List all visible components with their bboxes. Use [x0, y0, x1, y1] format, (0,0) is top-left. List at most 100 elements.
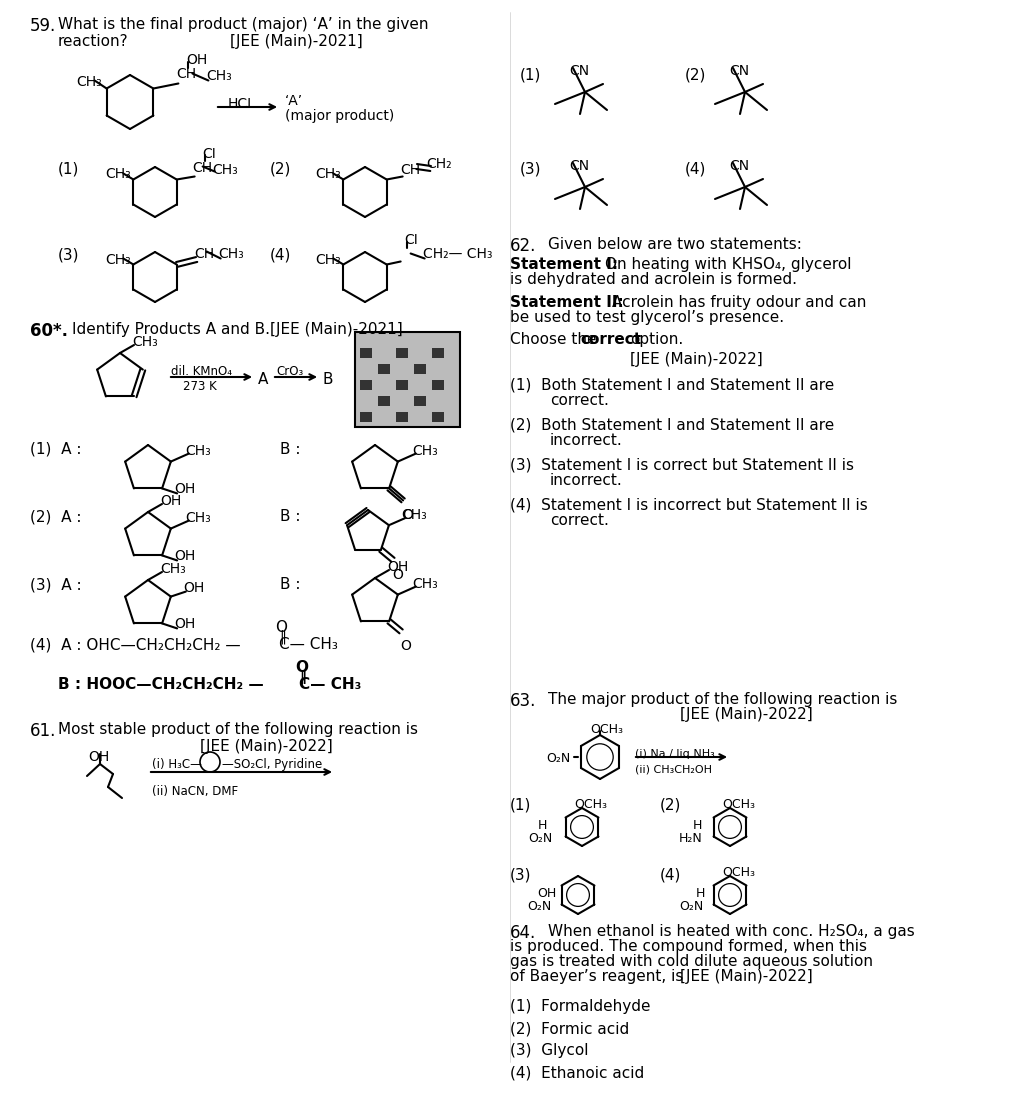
- Text: OH: OH: [186, 53, 208, 68]
- Text: (1)  A :: (1) A :: [30, 441, 82, 457]
- Text: OH: OH: [183, 580, 204, 595]
- Text: [JEE (Main)-2022]: [JEE (Main)-2022]: [200, 739, 333, 754]
- Text: (3): (3): [510, 867, 531, 882]
- Text: OH: OH: [174, 617, 196, 632]
- Text: (4)  A : OHC—CH₂CH₂CH₂ —: (4) A : OHC—CH₂CH₂CH₂ —: [30, 637, 241, 652]
- Text: gas is treated with cold dilute aqueous solution: gas is treated with cold dilute aqueous …: [510, 954, 873, 969]
- Text: When ethanol is heated with conc. H₂SO₄, a gas: When ethanol is heated with conc. H₂SO₄,…: [548, 924, 914, 939]
- Text: CH₃: CH₃: [213, 162, 239, 177]
- Text: CH₃: CH₃: [412, 577, 437, 590]
- Text: Identify Products A and B.: Identify Products A and B.: [72, 322, 270, 337]
- Text: O: O: [275, 620, 287, 635]
- Text: O: O: [402, 508, 413, 523]
- Text: 64.: 64.: [510, 924, 537, 942]
- Text: 61.: 61.: [30, 722, 56, 739]
- Text: (1): (1): [520, 67, 542, 82]
- Text: dil. KMnO₄: dil. KMnO₄: [171, 365, 232, 378]
- Text: B :: B :: [280, 441, 300, 457]
- Text: O₂N: O₂N: [679, 900, 703, 913]
- Bar: [396, 413, 408, 421]
- Text: be used to test glycerol’s presence.: be used to test glycerol’s presence.: [510, 310, 784, 325]
- Text: OH: OH: [387, 560, 409, 574]
- Text: CH₃: CH₃: [77, 75, 102, 89]
- Text: (3)  Statement I is correct but Statement II is: (3) Statement I is correct but Statement…: [510, 457, 854, 471]
- Text: (4)  Statement I is incorrect but Statement II is: (4) Statement I is incorrect but Stateme…: [510, 497, 867, 512]
- Text: (i) H₃C—: (i) H₃C—: [152, 758, 202, 771]
- Text: —SO₂Cl, Pyridine: —SO₂Cl, Pyridine: [222, 758, 323, 771]
- Text: (2)  Both Statement I and Statement II are: (2) Both Statement I and Statement II ar…: [510, 417, 835, 431]
- Text: 59.: 59.: [30, 17, 56, 34]
- Text: OCH₃: OCH₃: [722, 798, 755, 811]
- Text: OH: OH: [160, 494, 181, 508]
- Text: The major product of the following reaction is: The major product of the following react…: [548, 692, 897, 707]
- Text: O: O: [295, 661, 308, 675]
- Text: CrO₃: CrO₃: [276, 365, 303, 378]
- Text: B: B: [323, 373, 334, 387]
- Bar: [396, 380, 408, 390]
- Text: B :: B :: [280, 577, 300, 592]
- Bar: [360, 380, 372, 390]
- Bar: [360, 348, 372, 358]
- Text: OH: OH: [174, 483, 196, 496]
- Text: CH₃: CH₃: [105, 252, 131, 267]
- Text: is produced. The compound formed, when this: is produced. The compound formed, when t…: [510, 939, 867, 954]
- Bar: [360, 413, 372, 421]
- Text: (ii) CH₃CH₂OH: (ii) CH₃CH₂OH: [635, 765, 712, 775]
- Text: CN: CN: [569, 159, 589, 173]
- Text: CH₃: CH₃: [105, 168, 131, 181]
- Text: ‘A’: ‘A’: [285, 95, 303, 108]
- Text: OH: OH: [537, 887, 556, 900]
- Text: 273 K: 273 K: [183, 380, 217, 393]
- Text: (4): (4): [660, 867, 681, 882]
- Text: (3): (3): [520, 162, 542, 177]
- Text: CI: CI: [404, 234, 419, 248]
- Text: H₂N: H₂N: [679, 832, 702, 845]
- Text: (2): (2): [660, 797, 681, 812]
- Text: Acrolein has fruity odour and can: Acrolein has fruity odour and can: [612, 295, 866, 310]
- Text: CH₃: CH₃: [184, 510, 211, 525]
- Bar: [432, 380, 444, 390]
- Text: OCH₃: OCH₃: [574, 798, 607, 811]
- Text: C— CH₃: C— CH₃: [299, 677, 361, 692]
- Text: CH₂— CH₃: CH₂— CH₃: [423, 248, 493, 261]
- Text: reaction?: reaction?: [58, 34, 129, 49]
- Text: (1)  Formaldehyde: (1) Formaldehyde: [510, 999, 650, 1014]
- Bar: [432, 413, 444, 421]
- Text: Statement I:: Statement I:: [510, 257, 618, 272]
- Text: CH₃: CH₃: [401, 508, 427, 523]
- Bar: [432, 348, 444, 358]
- Text: On heating with KHSO₄, glycerol: On heating with KHSO₄, glycerol: [605, 257, 852, 272]
- Text: CH₃: CH₃: [132, 335, 158, 349]
- Text: (2)  A :: (2) A :: [30, 509, 82, 524]
- Text: [JEE (Main)-2021]: [JEE (Main)-2021]: [270, 322, 402, 337]
- Text: (4): (4): [270, 247, 292, 262]
- Bar: [414, 364, 426, 374]
- Text: [JEE (Main)-2022]: [JEE (Main)-2022]: [680, 707, 813, 722]
- Text: H: H: [538, 820, 548, 832]
- Text: CH: CH: [195, 248, 215, 261]
- Text: ‖: ‖: [279, 631, 286, 645]
- Text: (2): (2): [270, 162, 292, 177]
- Text: [JEE (Main)-2022]: [JEE (Main)-2022]: [630, 353, 763, 367]
- Text: CH: CH: [400, 162, 421, 177]
- Text: (i) Na / liq.NH₃: (i) Na / liq.NH₃: [635, 749, 715, 759]
- Text: (3)  A :: (3) A :: [30, 577, 82, 592]
- Text: CN: CN: [729, 64, 750, 78]
- Text: Given below are two statements:: Given below are two statements:: [548, 237, 802, 252]
- Bar: [396, 348, 408, 358]
- Text: H: H: [696, 887, 706, 900]
- Text: CH₃: CH₃: [315, 168, 341, 181]
- Text: O₂N: O₂N: [527, 900, 551, 913]
- Text: CH₃: CH₃: [315, 252, 341, 267]
- Bar: [378, 364, 390, 374]
- Text: correct.: correct.: [550, 513, 609, 528]
- Text: [JEE (Main)-2021]: [JEE (Main)-2021]: [230, 34, 362, 49]
- Text: CH₃: CH₃: [160, 562, 185, 576]
- Bar: [414, 396, 426, 406]
- Text: (3): (3): [58, 247, 80, 262]
- Text: 60*.: 60*.: [30, 322, 68, 340]
- Text: O: O: [400, 639, 411, 654]
- Text: (1)  Both Statement I and Statement II are: (1) Both Statement I and Statement II ar…: [510, 377, 835, 393]
- Text: (2): (2): [685, 67, 707, 82]
- Text: What is the final product (major) ‘A’ in the given: What is the final product (major) ‘A’ in…: [58, 17, 428, 32]
